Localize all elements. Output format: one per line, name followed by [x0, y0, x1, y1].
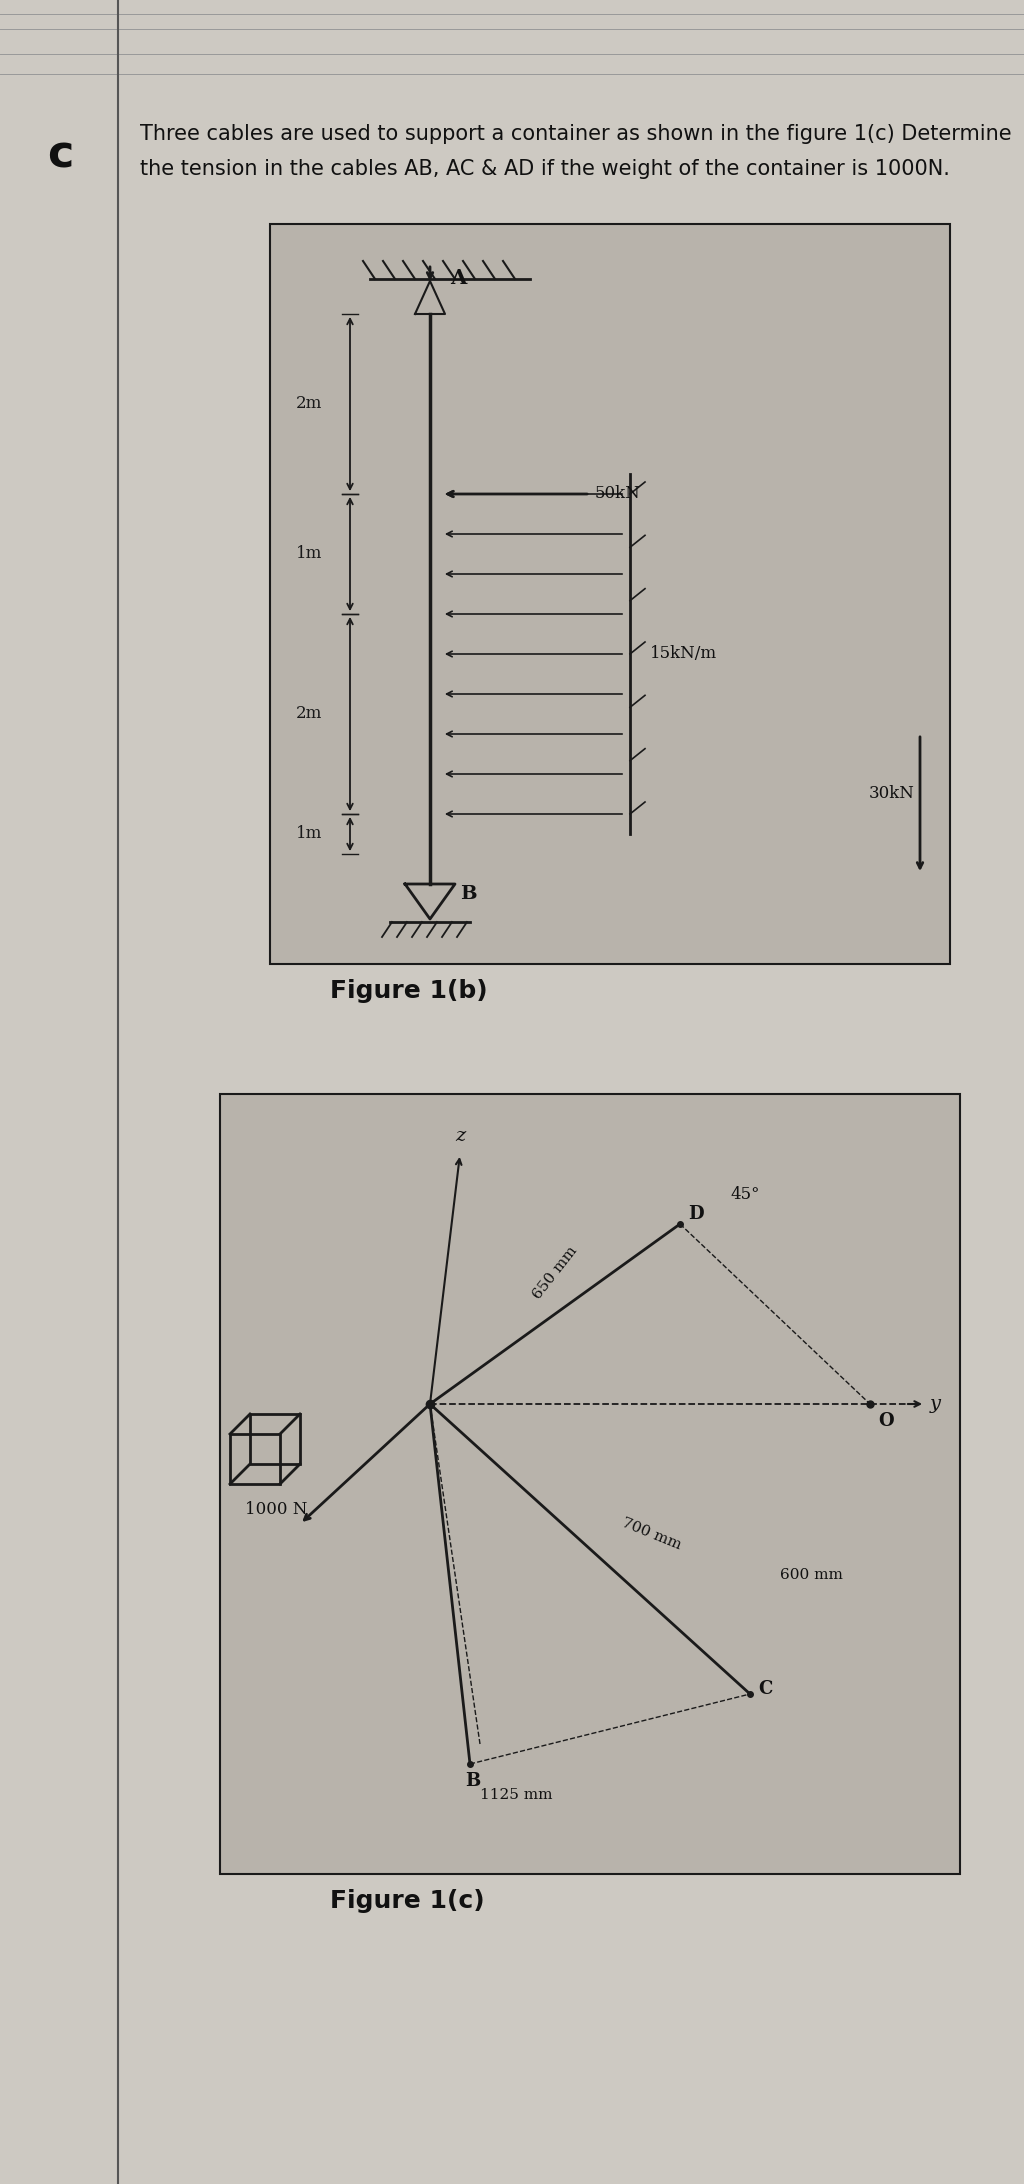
Text: 1m: 1m	[296, 826, 322, 843]
Text: Figure 1(c): Figure 1(c)	[330, 1889, 484, 1913]
Text: c: c	[47, 133, 73, 177]
Bar	[220, 1094, 961, 1874]
Text: C: C	[758, 1679, 772, 1697]
Text: Figure 1(b): Figure 1(b)	[330, 978, 487, 1002]
Text: 2m: 2m	[296, 395, 322, 413]
Text: 45°: 45°	[730, 1186, 760, 1203]
Text: B: B	[460, 885, 476, 902]
Text: D: D	[688, 1206, 703, 1223]
Text: the tension in the cables AB, AC & AD if the weight of the container is 1000N.: the tension in the cables AB, AC & AD if…	[140, 159, 950, 179]
Text: B: B	[465, 1771, 480, 1791]
Bar	[270, 225, 950, 963]
Text: Three cables are used to support a container as shown in the figure 1(c) Determi: Three cables are used to support a conta…	[140, 124, 1012, 144]
Text: A: A	[450, 269, 466, 288]
Text: O: O	[878, 1413, 894, 1431]
Text: 2m: 2m	[296, 705, 322, 723]
Text: 30kN: 30kN	[869, 786, 915, 802]
Text: 50kN: 50kN	[595, 485, 641, 502]
Text: 700 mm: 700 mm	[620, 1516, 683, 1553]
Text: z: z	[455, 1127, 465, 1144]
Text: 650 mm: 650 mm	[530, 1245, 580, 1302]
Text: 1125 mm: 1125 mm	[480, 1789, 553, 1802]
Text: 600 mm: 600 mm	[780, 1568, 843, 1581]
Text: 1m: 1m	[296, 546, 322, 563]
Text: y: y	[930, 1396, 941, 1413]
Text: 15kN/m: 15kN/m	[650, 646, 717, 662]
Text: 1000 N: 1000 N	[245, 1500, 307, 1518]
